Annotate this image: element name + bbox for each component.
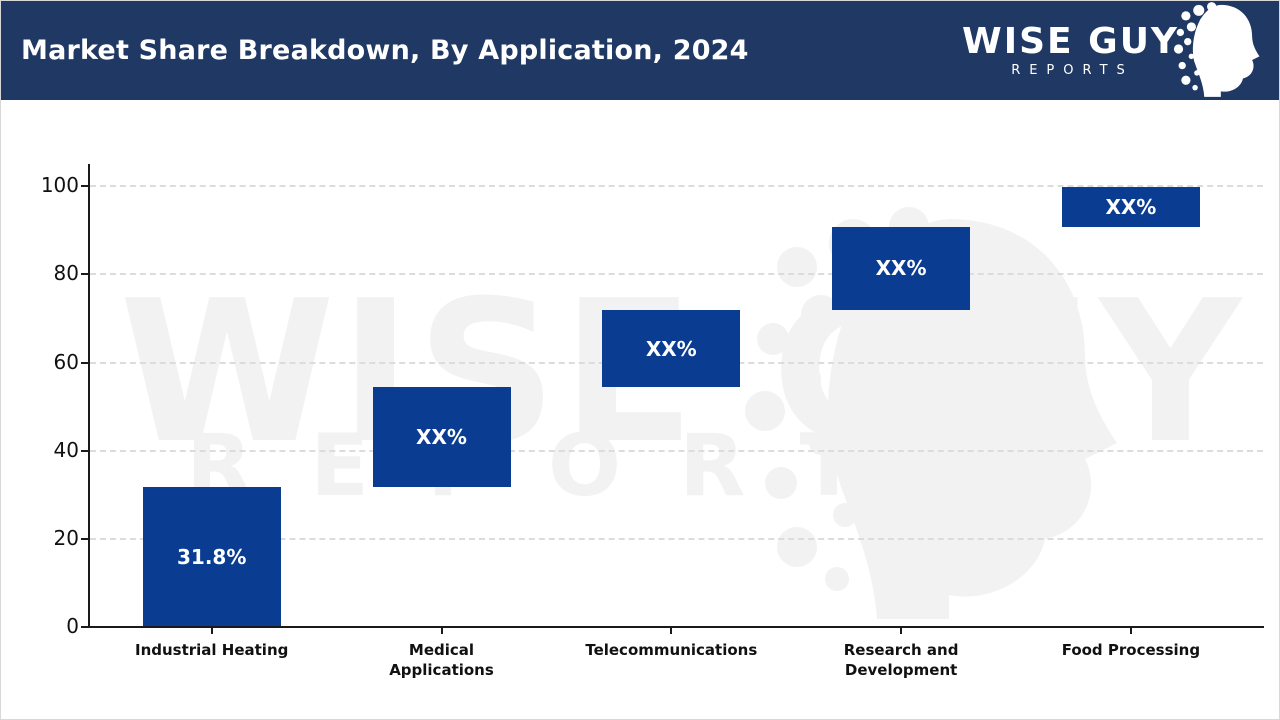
- x-axis-tick: [900, 628, 903, 634]
- brand-logo: WISE GUY REPORTS: [962, 1, 1265, 101]
- y-axis-tick-label: 40: [53, 437, 79, 462]
- x-axis-category-label: Food Processing: [1061, 641, 1201, 659]
- y-axis-tick-label: 100: [40, 173, 79, 198]
- x-axis-tick: [210, 628, 213, 634]
- y-axis-tick-label: 60: [53, 349, 79, 374]
- y-axis-tick: [81, 626, 89, 628]
- y-axis-tick: [81, 449, 89, 452]
- waterfall-chart: 0 20 40 60 80 100 31.8% Industrial Heating XX% Me…: [1, 100, 1279, 716]
- x-axis-tick: [440, 628, 443, 634]
- bar-value-label: XX%: [416, 425, 467, 450]
- gridline: [90, 185, 1263, 188]
- x-axis-tick: [1129, 628, 1132, 634]
- y-axis-tick: [81, 185, 89, 188]
- y-axis-tick-label: 0: [66, 614, 79, 638]
- x-axis-category-label: Industrial Heating: [134, 641, 289, 659]
- gridline: [90, 537, 1263, 540]
- bar-value-label: XX%: [1105, 195, 1157, 219]
- x-axis-line: [88, 626, 1264, 628]
- y-axis-tick: [81, 537, 89, 540]
- y-axis-tick: [81, 273, 89, 276]
- bar-4: XX%: [832, 226, 971, 311]
- x-axis-category-label: Telecommunications: [585, 641, 758, 659]
- x-axis-tick: [670, 628, 673, 634]
- bar-1: 31.8%: [142, 486, 281, 627]
- brand-logo-text: WISE GUY REPORTS: [961, 21, 1179, 78]
- y-axis-line: [88, 164, 90, 628]
- bar-5: XX%: [1061, 187, 1200, 227]
- y-axis-tick: [81, 361, 89, 364]
- header: Market Share Breakdown, By Application, …: [1, 1, 1279, 101]
- bar-3: XX%: [602, 310, 741, 388]
- gridline: [90, 449, 1263, 452]
- x-axis-category-label: Medical Applications: [389, 641, 494, 680]
- head-profile-icon: [1173, 1, 1265, 101]
- brand-name: WISE GUY: [961, 21, 1179, 62]
- y-axis-tick-label: 80: [53, 261, 79, 286]
- brand-subname: REPORTS: [1011, 63, 1134, 78]
- gridline: [90, 273, 1263, 276]
- page-title: Market Share Breakdown, By Application, …: [21, 35, 749, 66]
- bar-2: XX%: [372, 387, 511, 487]
- bar-value-label: XX%: [875, 256, 927, 281]
- bar-value-label: 31.8%: [176, 544, 247, 569]
- x-axis-category-label: Research and Development: [843, 641, 959, 680]
- bar-value-label: XX%: [645, 336, 697, 361]
- y-axis-tick-label: 20: [53, 525, 79, 550]
